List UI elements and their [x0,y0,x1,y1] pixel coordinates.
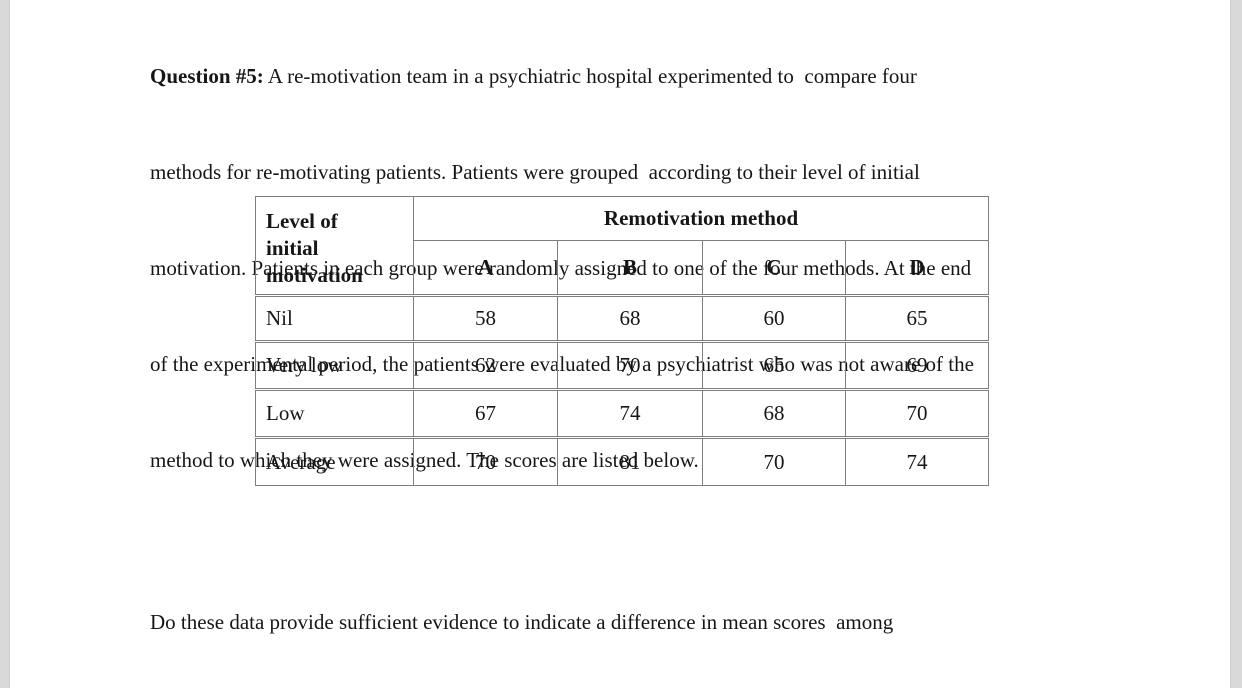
table-row: Very low 62 70 65 69 [255,340,990,390]
score-cell: 65 [702,340,846,390]
closing-line: Do these data provide sufficient evidenc… [150,610,894,634]
intro-line: Question #5: A re-motivation team in a p… [150,60,1110,92]
table-row: Nil 58 68 60 65 [255,294,990,342]
score-cell: 67 [413,388,558,438]
scores-table: Level of initial motivation Remotivation… [255,196,990,486]
score-cell: 58 [413,294,558,342]
column-header-c: C [702,240,846,296]
score-cell: 69 [844,340,990,390]
score-cell: 62 [413,340,558,390]
row-label: Nil [255,294,414,342]
corner-header-line: Level of [266,209,338,233]
score-cell: 60 [702,294,846,342]
row-label: Very low [255,340,414,390]
corner-header-line: initial [266,236,319,260]
score-cell: 65 [844,294,990,342]
intro-line-text: A re-motivation team in a psychiatric ho… [263,64,917,88]
score-cell: 74 [557,388,703,438]
score-cell: 81 [557,436,703,486]
score-cell: 68 [557,294,703,342]
row-label: Average [255,436,414,486]
page-margin-right [1230,0,1242,688]
column-header-d: D [844,240,990,296]
corner-header: Level of initial motivation [255,196,414,296]
row-label: Low [255,388,414,438]
score-cell: 68 [702,388,846,438]
score-cell: 70 [413,436,558,486]
question-label: Question #5: [150,64,264,88]
intro-line: methods for re-motivating patients. Pati… [150,160,920,184]
page-margin-left [0,0,10,688]
column-header-a: A [413,240,558,296]
table-row: Average 70 81 70 74 [255,436,990,486]
group-header: Remotivation method [412,196,990,241]
score-cell: 74 [844,436,990,486]
score-cell: 70 [557,340,703,390]
score-cell: 70 [844,388,990,438]
table-row: Low 67 74 68 70 [255,388,990,438]
column-header-b: B [557,240,703,296]
corner-header-line: motivation [266,263,363,287]
score-cell: 70 [702,436,846,486]
closing-paragraph: Do these data provide sufficient evidenc… [150,542,1110,688]
